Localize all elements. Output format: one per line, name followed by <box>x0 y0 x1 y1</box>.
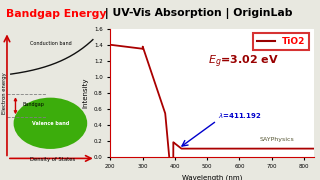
Text: Conduction band: Conduction band <box>30 41 71 46</box>
Text: SAYPhysics: SAYPhysics <box>260 137 294 142</box>
Text: Bandgap Energy: Bandgap Energy <box>6 9 107 19</box>
Text: $\lambda$=411.192: $\lambda$=411.192 <box>219 111 262 120</box>
X-axis label: Wavelength (nm): Wavelength (nm) <box>182 175 242 180</box>
Ellipse shape <box>13 98 87 149</box>
Text: Electron energy: Electron energy <box>2 73 7 114</box>
Text: Valence band: Valence band <box>32 121 69 126</box>
Text: $E_g$=3.02 eV: $E_g$=3.02 eV <box>208 54 279 70</box>
Text: Density of States: Density of States <box>30 158 75 162</box>
Y-axis label: Intensity: Intensity <box>83 77 88 108</box>
Text: Bandgap: Bandgap <box>22 102 44 107</box>
Legend: TiO2: TiO2 <box>253 33 309 50</box>
Text: | UV-Vis Absorption | OriginLab: | UV-Vis Absorption | OriginLab <box>101 8 292 19</box>
